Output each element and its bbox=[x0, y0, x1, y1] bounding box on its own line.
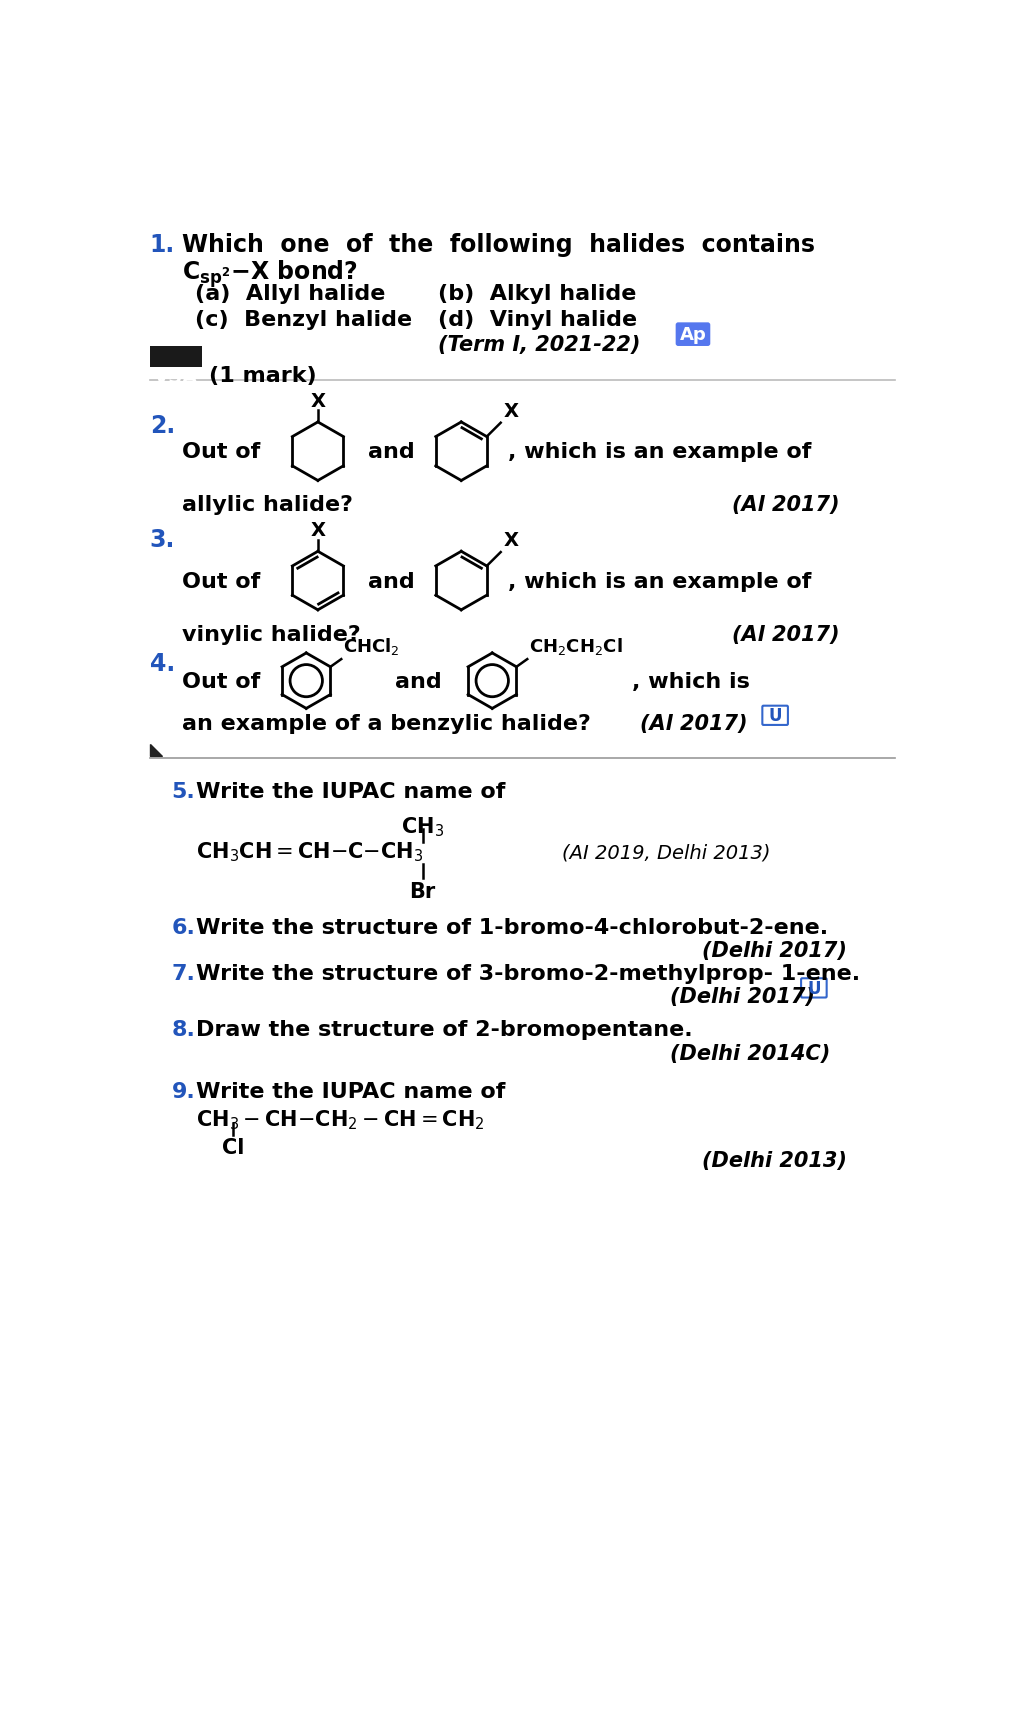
Text: 9.: 9. bbox=[171, 1082, 196, 1102]
FancyBboxPatch shape bbox=[801, 979, 826, 998]
Text: allylic halide?: allylic halide? bbox=[182, 494, 353, 514]
Text: an example of a benzylic halide?: an example of a benzylic halide? bbox=[182, 713, 591, 734]
Text: Ap: Ap bbox=[680, 326, 707, 345]
Text: 2.: 2. bbox=[150, 413, 175, 437]
Text: Cl: Cl bbox=[222, 1136, 245, 1157]
Text: Out of: Out of bbox=[182, 672, 260, 691]
Text: X: X bbox=[310, 521, 326, 540]
Text: (Al 2017): (Al 2017) bbox=[732, 494, 840, 514]
Text: , which is an example of: , which is an example of bbox=[508, 442, 811, 463]
Text: (Term I, 2021-22): (Term I, 2021-22) bbox=[438, 334, 640, 355]
Text: 3.: 3. bbox=[150, 528, 175, 552]
Text: VSA: VSA bbox=[154, 369, 199, 387]
Text: Write the IUPAC name of: Write the IUPAC name of bbox=[197, 1082, 506, 1102]
Text: (Delhi 2013): (Delhi 2013) bbox=[701, 1150, 847, 1171]
Text: (b)  Alkyl halide: (b) Alkyl halide bbox=[438, 285, 636, 303]
Text: CH$_3-$CH$-$CH$_2-$CH$=$CH$_2$: CH$_3-$CH$-$CH$_2-$CH$=$CH$_2$ bbox=[197, 1107, 484, 1131]
Text: U: U bbox=[768, 706, 782, 725]
Text: (a)  Allyl halide: (a) Allyl halide bbox=[195, 285, 385, 303]
Text: Write the structure of 1-bromo-4-chlorobut-2-ene.: Write the structure of 1-bromo-4-chlorob… bbox=[197, 917, 828, 938]
Text: 1.: 1. bbox=[150, 233, 175, 257]
Text: vinylic halide?: vinylic halide? bbox=[182, 626, 361, 644]
Text: 5.: 5. bbox=[171, 782, 196, 800]
Text: CH$_3$: CH$_3$ bbox=[401, 816, 444, 838]
Text: 6.: 6. bbox=[171, 917, 196, 938]
Text: , which is: , which is bbox=[632, 672, 750, 691]
Text: (Delhi 2014C): (Delhi 2014C) bbox=[671, 1042, 830, 1063]
Text: 7.: 7. bbox=[171, 963, 196, 984]
FancyBboxPatch shape bbox=[150, 348, 203, 367]
Text: and: and bbox=[369, 442, 415, 463]
Text: Draw the structure of 2-bromopentane.: Draw the structure of 2-bromopentane. bbox=[197, 1020, 693, 1040]
Text: (d)  Vinyl halide: (d) Vinyl halide bbox=[438, 310, 637, 329]
Text: (Al 2017): (Al 2017) bbox=[732, 626, 840, 644]
Text: and: and bbox=[395, 672, 442, 691]
Text: (c)  Benzyl halide: (c) Benzyl halide bbox=[195, 310, 412, 329]
Text: $\mathregular{C_{sp^2}}$−X bond?: $\mathregular{C_{sp^2}}$−X bond? bbox=[182, 259, 358, 290]
Text: (Delhi 2017): (Delhi 2017) bbox=[701, 941, 847, 960]
Text: CH$_2$CH$_2$Cl: CH$_2$CH$_2$Cl bbox=[528, 636, 623, 656]
Text: 4.: 4. bbox=[150, 651, 175, 675]
Text: X: X bbox=[504, 401, 519, 420]
Text: U: U bbox=[807, 979, 820, 998]
Text: (1 mark): (1 mark) bbox=[209, 365, 316, 386]
Text: Out of: Out of bbox=[182, 442, 260, 463]
Text: (Al 2017): (Al 2017) bbox=[640, 713, 746, 734]
Text: Br: Br bbox=[410, 881, 435, 902]
Text: 8.: 8. bbox=[171, 1020, 196, 1040]
FancyBboxPatch shape bbox=[762, 706, 787, 725]
Text: Write the structure of 3-bromo-2-methylprop- 1-ene.: Write the structure of 3-bromo-2-methylp… bbox=[197, 963, 860, 984]
Text: Which  one  of  the  following  halides  contains: Which one of the following halides conta… bbox=[182, 233, 815, 257]
Text: CH$_3$CH$=$CH$-$C$-$CH$_3$: CH$_3$CH$=$CH$-$C$-$CH$_3$ bbox=[197, 840, 424, 864]
FancyBboxPatch shape bbox=[677, 324, 710, 346]
Text: CHCl$_2$: CHCl$_2$ bbox=[343, 636, 399, 656]
Text: Write the IUPAC name of: Write the IUPAC name of bbox=[197, 782, 506, 800]
Text: X: X bbox=[310, 391, 326, 410]
Text: (Delhi 2017): (Delhi 2017) bbox=[671, 987, 815, 1006]
Text: , which is an example of: , which is an example of bbox=[508, 571, 811, 591]
Text: (AI 2019, Delhi 2013): (AI 2019, Delhi 2013) bbox=[562, 843, 770, 862]
Text: and: and bbox=[369, 571, 415, 591]
Text: Out of: Out of bbox=[182, 571, 260, 591]
Polygon shape bbox=[150, 744, 162, 756]
Text: X: X bbox=[504, 531, 519, 550]
